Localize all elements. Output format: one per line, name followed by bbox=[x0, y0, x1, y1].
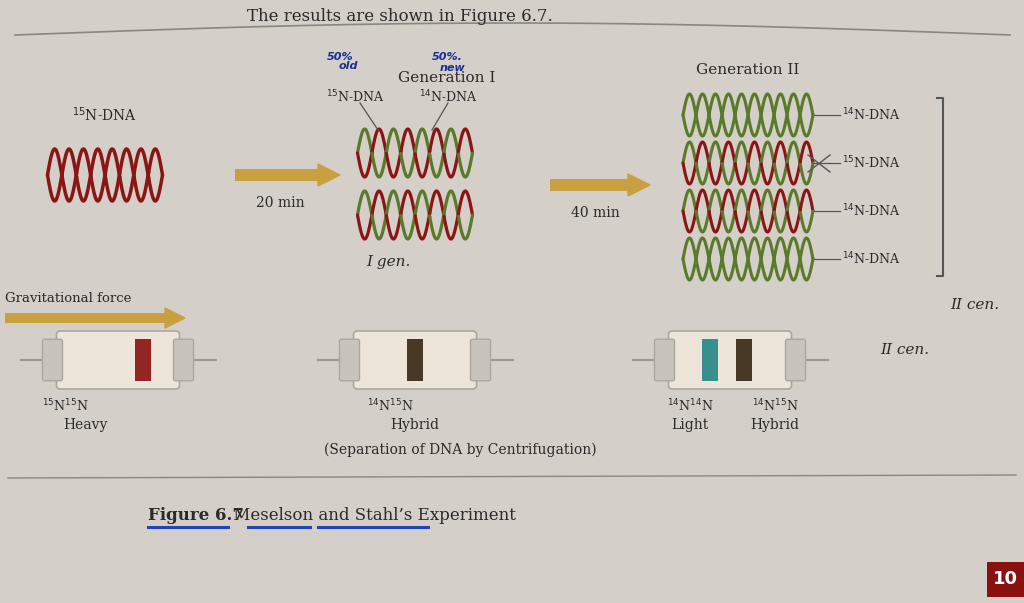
Text: $^{14}$N-DNA: $^{14}$N-DNA bbox=[842, 251, 901, 267]
Text: The results are shown in Figure 6.7.: The results are shown in Figure 6.7. bbox=[247, 8, 553, 25]
Text: II cen.: II cen. bbox=[880, 343, 929, 357]
Bar bbox=[234, 169, 318, 181]
FancyBboxPatch shape bbox=[785, 339, 806, 380]
Text: Generation I: Generation I bbox=[398, 71, 496, 85]
Text: $^{15}$N$^{15}$N: $^{15}$N$^{15}$N bbox=[42, 398, 88, 415]
Text: 40 min: 40 min bbox=[570, 206, 620, 220]
Text: $^{14}$N-DNA: $^{14}$N-DNA bbox=[842, 107, 901, 123]
Text: Heavy: Heavy bbox=[62, 418, 108, 432]
Text: $^{14}$N$^{15}$N: $^{14}$N$^{15}$N bbox=[367, 398, 414, 415]
FancyBboxPatch shape bbox=[340, 339, 359, 380]
Polygon shape bbox=[318, 164, 340, 186]
Text: $^{14}$N-DNA: $^{14}$N-DNA bbox=[419, 89, 477, 106]
Text: Meselson and Stahl’s Experiment: Meselson and Stahl’s Experiment bbox=[228, 507, 516, 523]
Text: Hybrid: Hybrid bbox=[390, 418, 439, 432]
Text: 50%: 50% bbox=[327, 52, 353, 62]
FancyBboxPatch shape bbox=[56, 331, 179, 389]
FancyBboxPatch shape bbox=[173, 339, 194, 380]
Text: $^{14}$N$^{15}$N: $^{14}$N$^{15}$N bbox=[752, 398, 799, 415]
Bar bbox=[736, 339, 752, 381]
Bar bbox=[702, 339, 719, 381]
Text: Generation II: Generation II bbox=[696, 63, 800, 77]
Text: Figure 6.7: Figure 6.7 bbox=[148, 507, 244, 523]
Text: $^{15}$N-DNA: $^{15}$N-DNA bbox=[326, 89, 384, 106]
Text: new: new bbox=[440, 63, 466, 73]
Text: 50%.: 50%. bbox=[432, 52, 463, 62]
Bar bbox=[407, 339, 423, 381]
Text: $^{15}$N-DNA: $^{15}$N-DNA bbox=[73, 106, 137, 124]
Text: $^{15}$N-DNA: $^{15}$N-DNA bbox=[842, 155, 901, 171]
Text: 10: 10 bbox=[992, 570, 1018, 588]
FancyBboxPatch shape bbox=[43, 339, 62, 380]
FancyBboxPatch shape bbox=[353, 331, 476, 389]
Text: old: old bbox=[339, 61, 358, 71]
Text: Hybrid: Hybrid bbox=[751, 418, 800, 432]
FancyBboxPatch shape bbox=[654, 339, 675, 380]
Text: II cen.: II cen. bbox=[950, 298, 999, 312]
Text: 20 min: 20 min bbox=[256, 196, 304, 210]
Text: Gravitational force: Gravitational force bbox=[5, 291, 131, 305]
FancyBboxPatch shape bbox=[669, 331, 792, 389]
Text: (Separation of DNA by Centrifugation): (Separation of DNA by Centrifugation) bbox=[324, 443, 596, 457]
FancyBboxPatch shape bbox=[470, 339, 490, 380]
Bar bbox=[987, 562, 1024, 597]
Polygon shape bbox=[628, 174, 650, 196]
Bar bbox=[550, 179, 628, 191]
Text: $^{14}$N$^{14}$N: $^{14}$N$^{14}$N bbox=[667, 398, 714, 415]
Bar bbox=[135, 339, 152, 381]
Text: $^{14}$N-DNA: $^{14}$N-DNA bbox=[842, 203, 901, 219]
Bar bbox=[5, 313, 165, 323]
Polygon shape bbox=[165, 308, 185, 328]
Text: Light: Light bbox=[672, 418, 709, 432]
Text: I gen.: I gen. bbox=[366, 255, 411, 269]
